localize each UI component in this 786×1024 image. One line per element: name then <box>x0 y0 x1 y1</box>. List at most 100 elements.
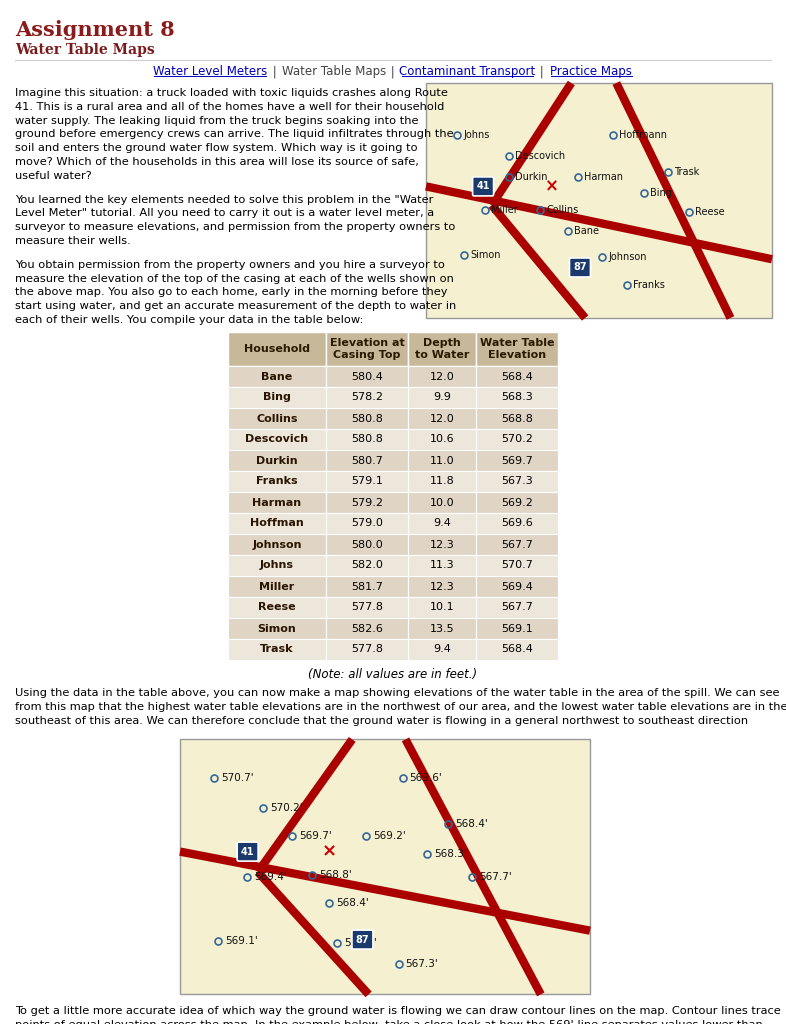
Text: 570.7: 570.7 <box>501 560 533 570</box>
Bar <box>476 534 558 555</box>
Text: Practice Maps: Practice Maps <box>550 65 633 78</box>
Text: 568.4': 568.4' <box>336 898 369 907</box>
Bar <box>476 513 558 534</box>
Text: 581.7: 581.7 <box>351 582 383 592</box>
Text: 10.6: 10.6 <box>430 434 454 444</box>
Text: 41. This is a rural area and all of the homes have a well for their household: 41. This is a rural area and all of the … <box>15 101 444 112</box>
Bar <box>228 492 326 513</box>
Text: 580.8: 580.8 <box>351 434 383 444</box>
Text: 567.7: 567.7 <box>501 540 533 550</box>
Text: 569.6': 569.6' <box>410 773 443 782</box>
Bar <box>228 366 326 387</box>
Bar <box>228 387 326 408</box>
Bar <box>476 332 558 366</box>
Text: 570.2': 570.2' <box>270 803 303 813</box>
Text: Contaminant Transport: Contaminant Transport <box>399 65 535 78</box>
Text: each of their wells. You compile your data in the table below:: each of their wells. You compile your da… <box>15 315 363 325</box>
Text: 568.3: 568.3 <box>501 392 533 402</box>
Text: 569.7': 569.7' <box>299 831 332 842</box>
Text: 568.4': 568.4' <box>454 818 487 828</box>
Text: Bing: Bing <box>650 188 672 199</box>
Text: 569.4': 569.4' <box>254 872 287 882</box>
Bar <box>326 450 408 471</box>
Text: 11.8: 11.8 <box>430 476 454 486</box>
Text: Johnson: Johnson <box>608 252 647 262</box>
Text: Miller: Miller <box>259 582 295 592</box>
Bar <box>476 387 558 408</box>
Bar <box>228 471 326 492</box>
Bar <box>408 555 476 575</box>
Text: 567.3': 567.3' <box>406 958 439 969</box>
Text: 568.4: 568.4 <box>501 372 533 382</box>
Text: surveyor to measure elevations, and permission from the property owners to: surveyor to measure elevations, and perm… <box>15 222 455 232</box>
Text: Hoffman: Hoffman <box>250 518 304 528</box>
Text: Reese: Reese <box>695 207 725 217</box>
Text: Harman: Harman <box>584 172 623 182</box>
Text: ground before emergency crews can arrive. The liquid infiltrates through the: ground before emergency crews can arrive… <box>15 129 454 139</box>
Text: points of equal elevation across the map. In the example below, take a close loo: points of equal elevation across the map… <box>15 1020 762 1024</box>
Text: Franks: Franks <box>256 476 298 486</box>
Text: |: | <box>270 65 281 78</box>
Text: Assignment 8: Assignment 8 <box>15 20 174 40</box>
Bar <box>326 366 408 387</box>
Text: move? Which of the households in this area will lose its source of safe,: move? Which of the households in this ar… <box>15 157 419 167</box>
Bar <box>228 332 326 366</box>
Text: Reese: Reese <box>258 602 296 612</box>
Text: Durkin: Durkin <box>256 456 298 466</box>
Bar <box>228 429 326 450</box>
Text: Water Table Maps: Water Table Maps <box>15 43 155 57</box>
Bar <box>326 534 408 555</box>
Bar <box>228 450 326 471</box>
Bar <box>408 492 476 513</box>
Bar <box>326 471 408 492</box>
Text: 567.7: 567.7 <box>501 602 533 612</box>
Text: southeast of this area. We can therefore conclude that the ground water is flowi: southeast of this area. We can therefore… <box>15 716 748 726</box>
Bar <box>408 332 476 366</box>
Text: soil and enters the ground water flow system. Which way is it going to: soil and enters the ground water flow sy… <box>15 143 417 154</box>
Text: 87: 87 <box>355 935 369 944</box>
Text: |: | <box>536 65 548 78</box>
Bar <box>326 408 408 429</box>
Bar <box>180 739 590 994</box>
Text: Depth
to Water: Depth to Water <box>415 338 469 359</box>
Text: Harman: Harman <box>252 498 302 508</box>
Text: 569.1: 569.1 <box>501 624 533 634</box>
Text: To get a little more accurate idea of which way the ground water is flowing we c: To get a little more accurate idea of wh… <box>15 1007 780 1017</box>
Text: 11.0: 11.0 <box>430 456 454 466</box>
Bar <box>228 618 326 639</box>
Text: 569.4: 569.4 <box>501 582 533 592</box>
Text: Johnson: Johnson <box>252 540 302 550</box>
Text: 10.1: 10.1 <box>430 602 454 612</box>
Text: Level Meter" tutorial. All you need to carry it out is a water level meter, a: Level Meter" tutorial. All you need to c… <box>15 209 434 218</box>
Text: 580.4: 580.4 <box>351 372 383 382</box>
Text: measure the elevation of the top of the casing at each of the wells shown on: measure the elevation of the top of the … <box>15 273 454 284</box>
Text: 580.7: 580.7 <box>351 456 383 466</box>
Text: 579.1: 579.1 <box>351 476 383 486</box>
Text: Trask: Trask <box>674 167 700 177</box>
Text: |: | <box>387 65 399 78</box>
Text: measure their wells.: measure their wells. <box>15 236 130 246</box>
Text: 567.7': 567.7' <box>479 872 512 882</box>
Text: Johns: Johns <box>463 130 490 139</box>
Bar <box>228 534 326 555</box>
Bar <box>326 332 408 366</box>
Bar <box>476 575 558 597</box>
Text: Water Table
Elevation: Water Table Elevation <box>479 338 554 359</box>
Bar <box>476 450 558 471</box>
Text: 582.0: 582.0 <box>351 560 383 570</box>
Bar <box>476 555 558 575</box>
Bar <box>326 429 408 450</box>
Text: Imagine this situation: a truck loaded with toxic liquids crashes along Route: Imagine this situation: a truck loaded w… <box>15 88 448 98</box>
Text: 87: 87 <box>573 262 587 272</box>
Bar <box>326 639 408 660</box>
Bar <box>326 618 408 639</box>
Bar <box>326 575 408 597</box>
Bar <box>476 492 558 513</box>
Text: start using water, and get an accurate measurement of the depth to water in: start using water, and get an accurate m… <box>15 301 456 311</box>
Bar <box>228 555 326 575</box>
Text: Using the data in the table above, you can now make a map showing elevations of : Using the data in the table above, you c… <box>15 688 780 698</box>
FancyBboxPatch shape <box>237 842 258 861</box>
Bar <box>426 83 772 318</box>
Bar <box>476 618 558 639</box>
Bar <box>228 408 326 429</box>
